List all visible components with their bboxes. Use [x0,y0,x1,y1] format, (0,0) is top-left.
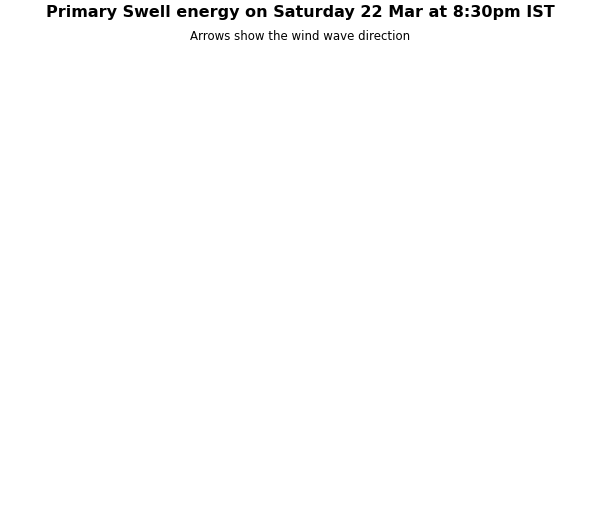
Text: Arrows show the wind wave direction: Arrows show the wind wave direction [191,30,410,44]
Text: Primary Swell energy on Saturday 22 Mar at 8:30pm IST: Primary Swell energy on Saturday 22 Mar … [46,5,555,20]
Text: cartopy required: cartopy required [219,269,382,288]
